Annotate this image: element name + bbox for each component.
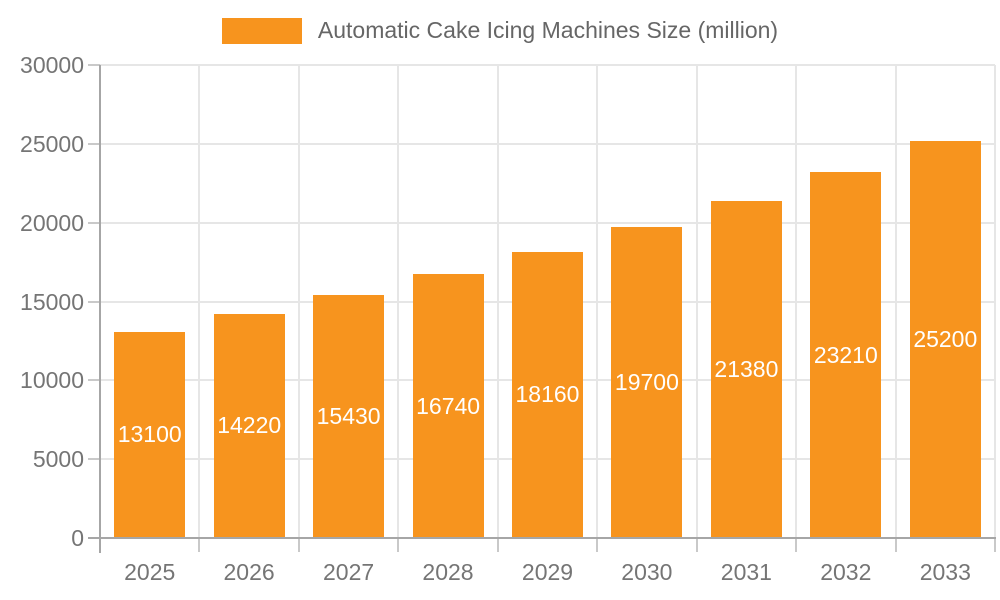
y-axis-label: 25000 [20, 130, 84, 157]
bar-2026[interactable]: 14220 [213, 313, 285, 538]
y-axis-label: 30000 [20, 52, 84, 78]
plot-area: 13100 14220 15430 16740 18160 19700 21380 23210… [100, 64, 996, 538]
x-axis-line [88, 537, 996, 539]
x-axis-label: 2026 [223, 559, 275, 585]
y-axis-label: 20000 [20, 209, 84, 236]
legend-label: Automatic Cake Icing Machines Size (mill… [317, 17, 779, 43]
bar-2030[interactable]: 19700 [611, 227, 683, 538]
gridline-vertical [596, 65, 599, 538]
y-axis-tick [88, 64, 100, 66]
x-axis-tick [894, 538, 897, 552]
x-axis-label: 2029 [521, 559, 574, 585]
x-axis-label: 2033 [919, 559, 971, 585]
y-axis-label: 10000 [20, 367, 84, 394]
bar-value-label: 23210 [813, 341, 878, 368]
y-axis-label: 0 [71, 525, 84, 551]
bar-value-label: 15430 [316, 402, 381, 429]
bar-value-label: 19700 [614, 369, 679, 396]
gridline-vertical [994, 65, 996, 538]
x-axis-label: 2031 [720, 559, 772, 585]
y-axis-tick [88, 379, 100, 382]
x-axis-tick [198, 538, 201, 552]
x-axis-tick [496, 538, 499, 552]
x-axis-label: 2030 [621, 559, 673, 585]
y-axis-tick [88, 300, 100, 303]
x-axis-tick [994, 538, 996, 552]
y-axis-tick [88, 458, 100, 461]
bar-value-label: 13100 [117, 421, 182, 448]
bar-value-label: 18160 [515, 381, 580, 408]
y-axis-tick [88, 142, 100, 145]
x-axis-label: 2027 [323, 559, 375, 585]
bar-2032[interactable]: 23210 [810, 172, 882, 538]
gridline-vertical [795, 65, 798, 538]
gridline-vertical [496, 65, 499, 538]
y-axis-tick [88, 221, 100, 224]
legend-swatch-icon [221, 17, 302, 44]
bar-value-label: 16740 [416, 392, 481, 419]
gridline-horizontal [100, 64, 995, 66]
x-axis-label: 2025 [124, 559, 176, 585]
gridline-horizontal [100, 221, 995, 224]
x-axis-tick [596, 538, 599, 552]
bar-2029[interactable]: 18160 [512, 251, 583, 538]
bar-value-label: 25200 [913, 325, 978, 352]
bar-value-label: 14220 [217, 412, 282, 439]
gridline-vertical [297, 65, 300, 538]
gridline-vertical [894, 65, 897, 538]
x-axis-tick [695, 538, 698, 552]
x-axis-tick [795, 538, 798, 552]
x-axis-label: 2028 [422, 559, 474, 585]
gridline-vertical [198, 65, 201, 538]
legend[interactable]: Automatic Cake Icing Machines Size (mill… [0, 17, 1000, 44]
x-axis-tick [397, 538, 400, 552]
x-axis-label: 2032 [820, 559, 872, 585]
bar-2028[interactable]: 16740 [412, 274, 484, 538]
x-axis-tick [297, 538, 300, 552]
y-axis-label: 5000 [32, 446, 84, 473]
y-axis-line [99, 65, 101, 553]
y-axis-label: 15000 [20, 288, 84, 315]
bar-2025[interactable]: 13100 [114, 331, 186, 538]
bar-2031[interactable]: 21380 [710, 200, 782, 538]
bar-2033[interactable]: 25200 [909, 140, 981, 538]
gridline-horizontal [100, 142, 995, 145]
bar-2027[interactable]: 15430 [313, 294, 385, 538]
bar-value-label: 21380 [714, 355, 779, 382]
gridline-vertical [695, 65, 698, 538]
gridline-vertical [397, 65, 400, 538]
